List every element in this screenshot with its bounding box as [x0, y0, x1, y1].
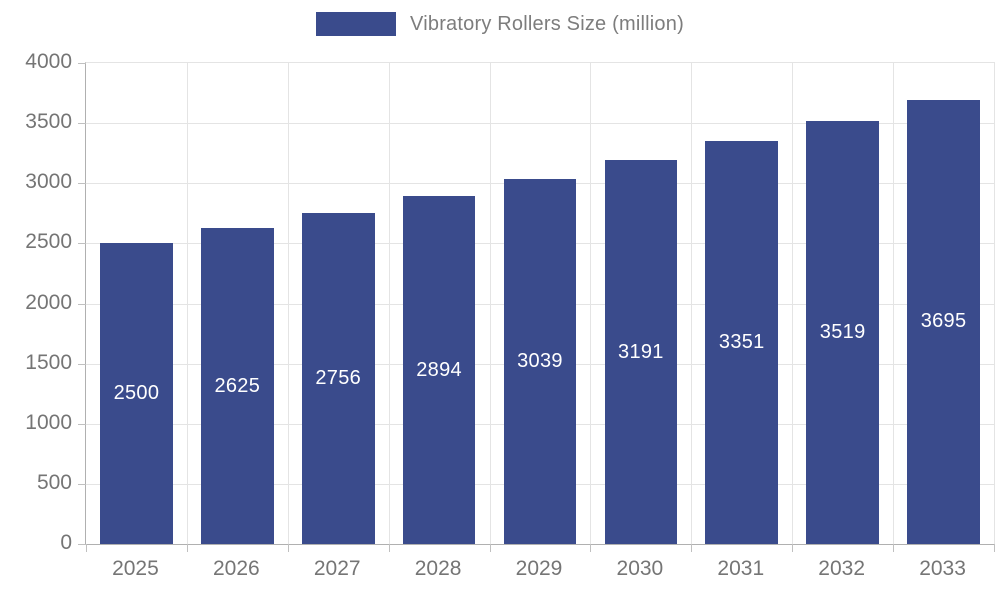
x-axis-tick-label: 2026: [212, 557, 260, 580]
x-axis-tick: [186, 544, 188, 552]
legend-item[interactable]: Vibratory Rollers Size (million): [316, 12, 684, 36]
y-axis-tick-label: 3000: [25, 170, 72, 194]
bar-value-label: 3695: [920, 310, 967, 333]
v-gridline: [186, 63, 188, 544]
plot-area: 2500 2625 2756 2894 3039 3191 3351 3519 3695: [78, 62, 995, 552]
bar-2030: 3191: [604, 160, 678, 544]
x-axis-tick: [287, 544, 289, 552]
bar-2032: 3519: [806, 120, 879, 544]
x-axis-tick: [691, 544, 693, 552]
y-axis-tick: [78, 483, 86, 485]
y-axis-tick-label: 1500: [25, 350, 72, 374]
x-axis-tick-label: 2031: [717, 557, 765, 580]
v-gridline: [287, 63, 289, 544]
bar-value-label: 3039: [517, 349, 563, 372]
v-gridline: [489, 63, 491, 544]
y-axis-tick: [78, 123, 86, 125]
x-axis-tick: [86, 544, 87, 552]
bar-value-label: 2894: [416, 358, 462, 381]
y-axis-tick-label: 0: [60, 531, 72, 554]
x-axis-tick: [489, 544, 491, 552]
y-axis-tick: [78, 423, 86, 425]
y-axis-tick: [78, 183, 86, 185]
y-axis-tick-label: 3500: [25, 110, 72, 134]
y-axis-tick: [78, 303, 86, 305]
legend-swatch-icon: [316, 12, 397, 36]
x-axis-tick-label: 2028: [414, 557, 462, 580]
bar-2029: 3039: [503, 178, 577, 544]
h-gridline: [86, 123, 994, 125]
y-axis-tick: [78, 63, 86, 64]
y-axis-tick: [78, 243, 86, 245]
bar-value-label: 3351: [718, 331, 765, 354]
bar-value-label: 2756: [315, 366, 362, 389]
y-axis-tick-label: 2500: [25, 230, 72, 254]
x-axis-tick-label: 2030: [616, 557, 664, 580]
v-gridline: [590, 63, 592, 544]
bar-2027: 2756: [301, 212, 375, 544]
v-gridline: [388, 63, 390, 544]
bar-2031: 3351: [705, 141, 779, 544]
v-gridline: [691, 63, 693, 544]
x-axis-tick-label: 2029: [515, 557, 563, 580]
chart-legend: Vibratory Rollers Size (million): [0, 12, 1000, 36]
y-axis-tick: [78, 363, 86, 365]
bar-value-label: 2500: [113, 382, 160, 405]
v-gridline: [893, 63, 895, 544]
y-axis-tick-label: 2000: [25, 290, 72, 314]
bar-2026: 2625: [201, 228, 274, 544]
y-axis-tick-label: 4000: [25, 50, 72, 73]
bar-2025: 2500: [100, 243, 173, 544]
x-axis-tick: [893, 544, 895, 552]
bar-value-label: 2625: [214, 374, 261, 397]
bar-value-label: 3191: [618, 340, 664, 363]
x-axis-tick: [388, 544, 390, 552]
x-axis-tick-label: 2033: [919, 557, 966, 580]
x-axis-tick: [792, 544, 794, 552]
x-axis-tick-label: 2027: [313, 557, 361, 580]
x-axis-tick-label: 2032: [818, 557, 866, 580]
x-axis-tick-label: 2025: [112, 557, 159, 580]
y-axis-tick: [78, 544, 86, 545]
x-axis-tick: [590, 544, 592, 552]
legend-label: Vibratory Rollers Size (million): [410, 12, 684, 35]
v-gridline: [792, 63, 794, 544]
bar-2033: 3695: [907, 99, 980, 544]
y-axis-tick-label: 500: [36, 470, 72, 494]
bar-value-label: 3519: [819, 320, 866, 343]
y-axis-tick-label: 1000: [25, 410, 72, 434]
bar-2028: 2894: [402, 196, 476, 544]
x-axis-tick: [994, 544, 995, 552]
